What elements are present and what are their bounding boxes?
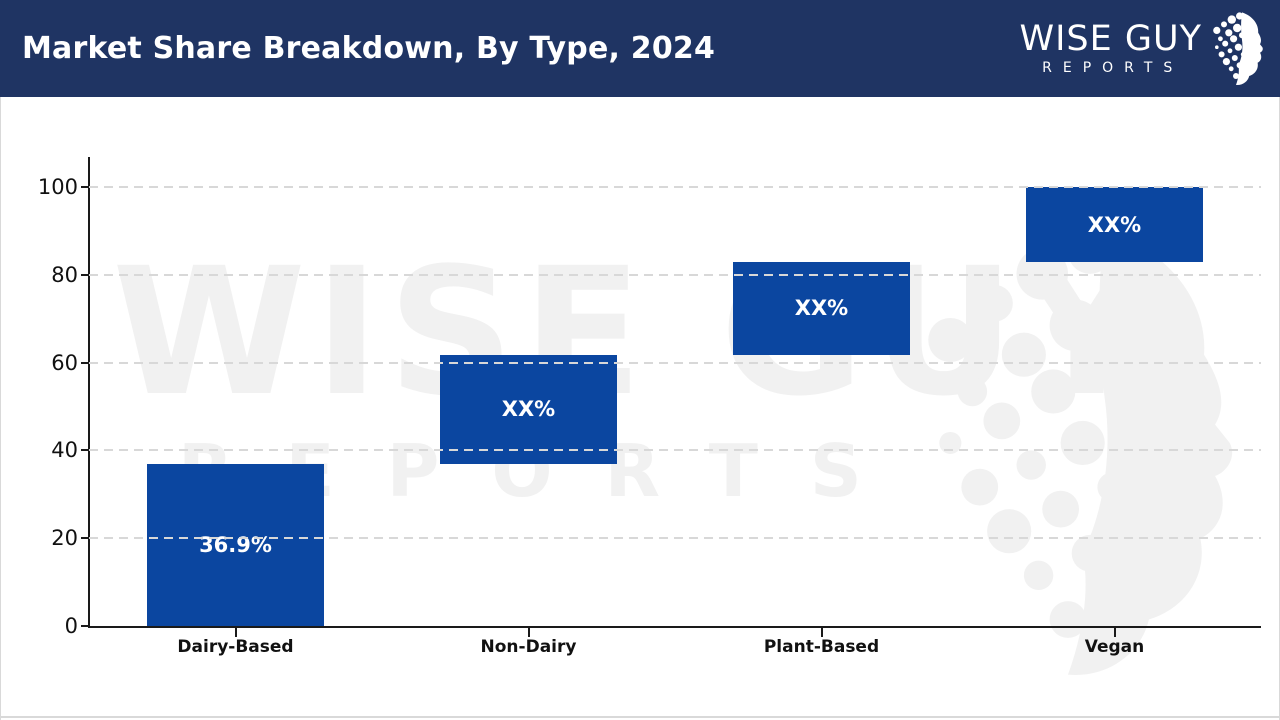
y-tickmark-80: [81, 273, 89, 276]
y-tick-label: 20: [51, 526, 78, 551]
bar-non-dairy: XX%: [440, 354, 617, 464]
x-tickmark: [527, 628, 530, 637]
x-tickmark: [1113, 628, 1116, 637]
chart-canvas: WISE GUY REPORTS 0 20 40 60 80 100 36.9% Dairy-…: [0, 97, 1280, 720]
x-category-label: Plant-Based: [763, 637, 880, 657]
gridline-80: [89, 273, 1261, 276]
brand-wordmark: WISE GUY REPORTS: [1019, 19, 1202, 76]
header-bar: Market Share Breakdown, By Type, 2024 WI…: [0, 0, 1280, 97]
wiseguy-head-icon: [1206, 10, 1266, 88]
bar-value-label: XX%: [1087, 212, 1142, 237]
bottom-rule: [0, 716, 1280, 718]
y-axis-spine: [88, 157, 90, 628]
x-category-label: Vegan: [1084, 637, 1145, 657]
y-tick-label: 0: [64, 614, 78, 638]
y-tickmark-0: [81, 625, 89, 627]
y-tickmark-40: [81, 449, 89, 452]
left-edge-rule: [0, 97, 1, 720]
x-tickmark: [820, 628, 823, 637]
bar-dairy-based: 36.9%: [147, 464, 324, 626]
plot-area: 0 20 40 60 80 100 36.9% Dairy-Based XX% Non-Dairy…: [0, 97, 1280, 720]
y-tickmark-20: [81, 537, 89, 540]
gridline-100: [89, 186, 1261, 188]
x-category-label: Non-Dairy: [480, 637, 577, 657]
gridline-60: [89, 361, 1261, 364]
x-tickmark: [234, 628, 237, 637]
x-category-label: Dairy-Based: [177, 637, 294, 657]
x-axis-spine: [89, 626, 1261, 628]
brand-wordmark-line2: REPORTS: [1042, 60, 1184, 76]
bar-value-label: XX%: [794, 296, 849, 321]
gridline-40: [89, 449, 1261, 452]
y-tick-label: 40: [51, 438, 78, 463]
y-tickmark-100: [81, 186, 89, 188]
y-tick-label: 100: [37, 175, 78, 199]
bar-value-label: 36.9%: [199, 532, 272, 557]
bar-vegan: XX%: [1026, 187, 1203, 263]
chart-title: Market Share Breakdown, By Type, 2024: [22, 31, 716, 66]
bar-value-label: XX%: [501, 397, 556, 422]
brand-wordmark-line1: WISE GUY: [1019, 19, 1202, 59]
bar-plant-based: XX%: [733, 262, 910, 355]
brand-logo: WISE GUY REPORTS: [1019, 10, 1266, 88]
y-tickmark-60: [81, 361, 89, 364]
y-tick-label: 80: [51, 262, 78, 287]
y-tick-label: 60: [51, 350, 78, 375]
gridline-20: [89, 537, 1261, 540]
